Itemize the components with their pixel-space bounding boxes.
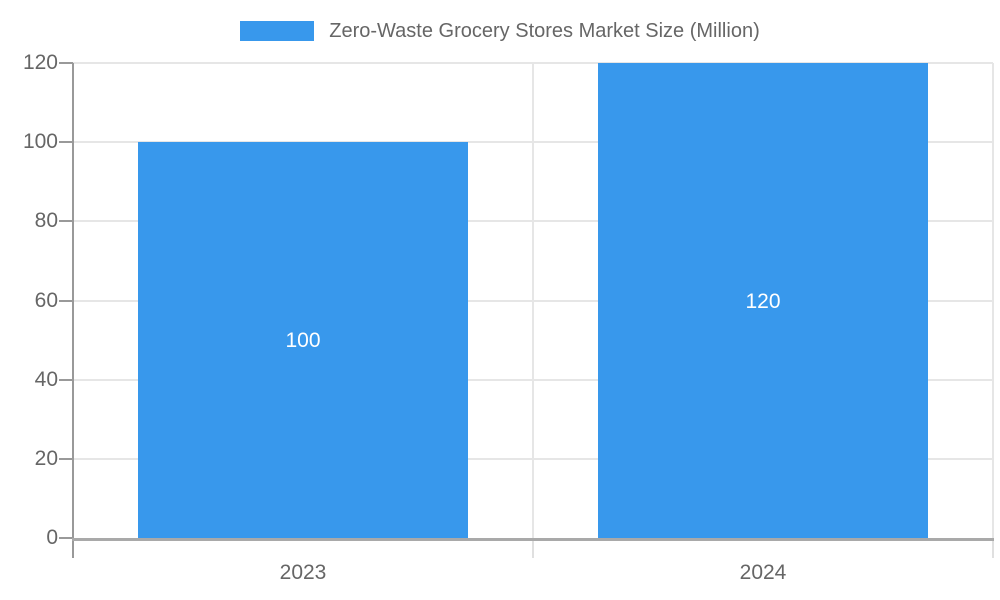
x-axis-line (72, 538, 994, 541)
bar-value-label-2024: 120 (745, 289, 781, 313)
y-axis-tick-0 (59, 537, 73, 539)
y-axis-tick-60 (59, 299, 73, 302)
y-tick-label-0: 0 (46, 526, 58, 549)
y-axis-tick-40 (59, 378, 73, 381)
x-tick-label-2024: 2024 (739, 561, 787, 584)
y-tick-label-100: 100 (22, 130, 58, 154)
x-axis-boundary-tick-1 (532, 538, 534, 558)
y-axis-tick-100 (59, 141, 73, 144)
y-axis-line (72, 63, 74, 558)
y-tick-label-60: 60 (34, 288, 58, 312)
y-tick-label-80: 80 (34, 209, 58, 233)
legend-swatch[interactable] (240, 21, 315, 41)
gridline-v-1 (532, 63, 534, 538)
bar-2023[interactable] (138, 142, 468, 538)
y-tick-label-120: 120 (22, 51, 58, 74)
chart-legend[interactable]: Zero-Waste Grocery Stores Market Size (M… (0, 16, 1000, 46)
legend-label[interactable]: Zero-Waste Grocery Stores Market Size (M… (329, 19, 760, 42)
x-axis-boundary-tick-2 (992, 538, 994, 558)
bar-2024[interactable] (598, 63, 928, 538)
y-tick-label-40: 40 (34, 367, 58, 391)
y-axis-tick-20 (59, 457, 73, 460)
y-axis-tick-120 (59, 62, 73, 64)
gridline-v-2 (992, 63, 994, 538)
y-tick-label-20: 20 (34, 446, 58, 470)
y-axis-tick-80 (59, 220, 73, 223)
x-tick-label-2023: 2023 (279, 561, 327, 584)
bar-value-label-2023: 100 (285, 329, 321, 353)
